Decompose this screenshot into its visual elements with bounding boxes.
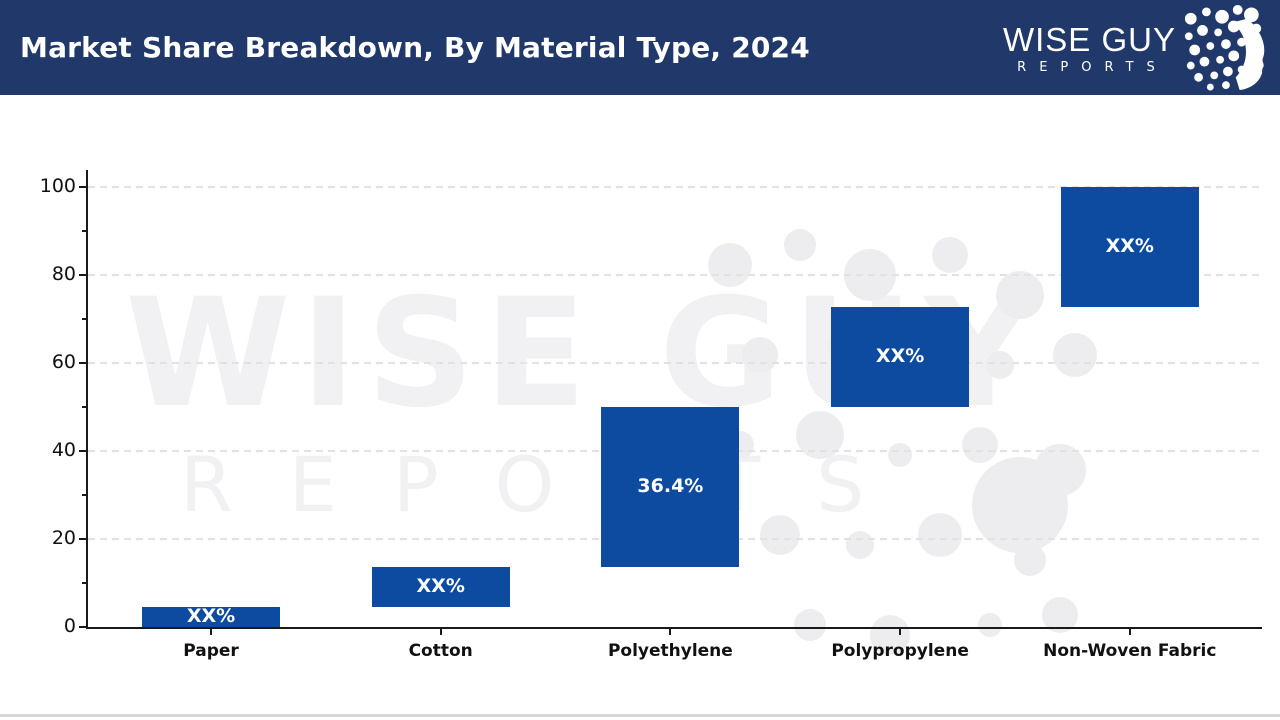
x-axis-tick	[1128, 629, 1131, 635]
y-axis-tick-label: 0	[63, 615, 76, 637]
bar-value-label: XX%	[1105, 235, 1154, 258]
logo-text: WISE GUY REPORTS	[1003, 21, 1176, 75]
waterfall-chart: WISE GUY REPORTS 0 20 40 60 80 100 XX% Paper XX%…	[0, 95, 1280, 717]
page-title: Market Share Breakdown, By Material Type…	[20, 31, 810, 64]
x-axis-tick	[210, 629, 212, 635]
y-axis-tick-label: 40	[51, 439, 76, 461]
bar-value-label: 36.4%	[637, 475, 704, 498]
y-axis-tick	[79, 626, 86, 628]
bar-paper	[142, 607, 280, 627]
y-gridline	[88, 362, 1262, 364]
bar-polypropylene	[831, 307, 970, 407]
bottom-divider	[0, 714, 1280, 717]
bar-value-label: XX%	[875, 345, 925, 368]
logo-face-icon	[1184, 4, 1265, 91]
y-axis-tick	[79, 450, 86, 452]
bar-non-woven-fabric	[1060, 187, 1199, 308]
y-axis-tick-label: 20	[51, 527, 76, 549]
x-axis-tick	[669, 629, 672, 635]
y-axis-minor-tick	[82, 406, 86, 408]
x-axis-line	[86, 627, 1262, 629]
bar-value-label: XX%	[416, 575, 465, 598]
y-axis-tick-label: 60	[51, 351, 76, 373]
x-axis-tick	[439, 629, 442, 635]
y-axis-tick	[79, 274, 86, 276]
y-axis-minor-tick	[82, 318, 86, 320]
x-axis-category-label: Cotton	[408, 641, 473, 661]
wise-guy-logo: WISE GUY REPORTS	[1003, 4, 1266, 91]
watermark-subtext: REPORTS	[180, 440, 921, 529]
y-axis-minor-tick	[82, 494, 86, 496]
y-axis-minor-tick	[82, 230, 86, 232]
y-axis-minor-tick	[82, 582, 86, 584]
x-axis-category-label: Non-Woven Fabric	[1043, 641, 1217, 661]
bar-polyethylene	[601, 407, 740, 568]
x-axis-category-label: Paper	[183, 641, 239, 661]
x-axis-tick	[899, 629, 902, 635]
bar-cotton	[371, 567, 510, 608]
logo-title: WISE GUY	[1002, 20, 1176, 58]
bar-value-label: XX%	[186, 605, 236, 628]
y-axis-tick-label: 100	[39, 175, 76, 197]
x-axis-category-label: Polypropylene	[831, 641, 969, 661]
y-axis-line	[86, 170, 88, 629]
y-axis-tick	[79, 538, 86, 540]
y-gridline	[88, 186, 1262, 188]
y-axis-tick	[79, 362, 86, 364]
y-axis-tick	[79, 186, 86, 188]
header-banner: Market Share Breakdown, By Material Type…	[0, 0, 1280, 95]
x-axis-category-label: Polyethylene	[607, 641, 733, 661]
logo-subtitle: REPORTS	[1017, 59, 1168, 75]
watermark-dots-icon	[708, 229, 1097, 655]
y-gridline	[88, 274, 1262, 276]
y-axis-tick-label: 80	[51, 263, 76, 285]
